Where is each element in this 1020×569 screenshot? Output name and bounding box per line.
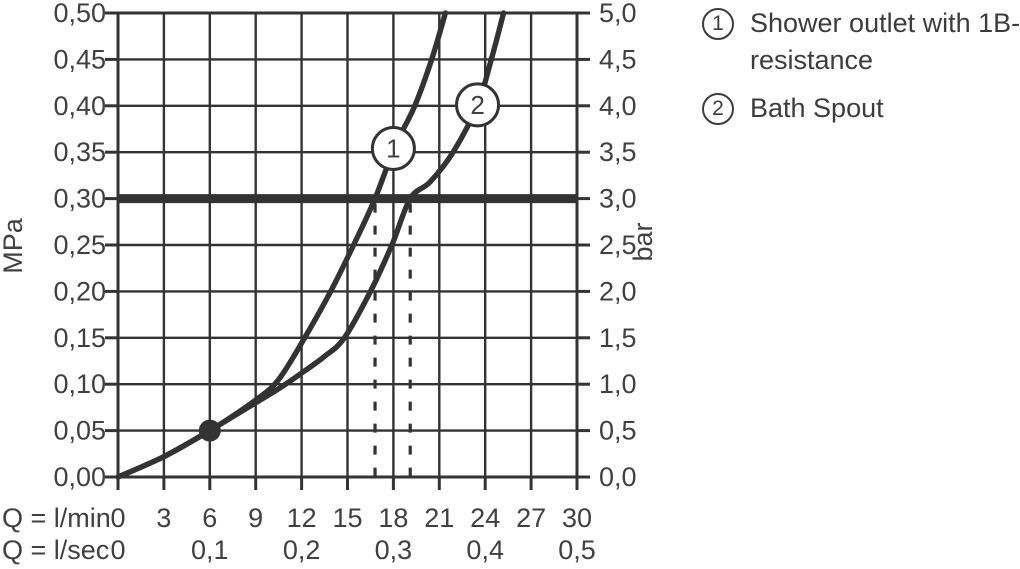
legend-label-shower-outlet: Shower outlet with 1B- resistance	[750, 5, 1020, 79]
left-tick-label: 0,10	[53, 369, 106, 399]
right-tick-label: 3,5	[599, 137, 637, 167]
lmin-tick-label: 0	[110, 503, 125, 533]
x-axis-label-lsec: Q = l/sec	[2, 535, 109, 565]
lmin-tick-label: 9	[248, 503, 263, 533]
lmin-tick-label: 30	[562, 503, 592, 533]
left-tick-label: 0,40	[53, 91, 106, 121]
lsec-tick-label: 0,5	[558, 535, 596, 565]
curve-marker-number-2: 2	[470, 90, 484, 120]
right-tick-label: 5,0	[599, 0, 637, 28]
left-tick-label: 0,05	[53, 416, 106, 446]
lmin-tick-label: 21	[424, 503, 454, 533]
left-tick-label: 0,20	[53, 276, 106, 306]
left-tick-label: 0,25	[53, 230, 106, 260]
lsec-tick-label: 0,1	[191, 535, 229, 565]
lmin-tick-label: 15	[332, 503, 362, 533]
left-tick-label: 0,30	[53, 184, 106, 214]
x-axis-label-lmin: Q = l/min	[2, 503, 111, 533]
right-tick-label: 2,0	[599, 276, 637, 306]
lmin-tick-label: 12	[287, 503, 317, 533]
y-axis-label-mpa: MPa	[0, 217, 28, 274]
circled-1-icon: 1	[702, 8, 734, 40]
lmin-tick-label: 6	[202, 503, 217, 533]
right-tick-label: 4,0	[599, 91, 637, 121]
lsec-tick-label: 0,2	[283, 535, 321, 565]
left-tick-label: 0,00	[53, 462, 106, 492]
right-tick-label: 4,5	[599, 44, 637, 74]
legend-label-bath-spout: Bath Spout	[750, 90, 884, 127]
curve-marker-circle-1	[370, 125, 416, 171]
circled-2-icon: 2	[702, 93, 734, 125]
left-tick-label: 0,50	[53, 0, 106, 28]
right-tick-label: 1,0	[599, 369, 637, 399]
lmin-tick-label: 27	[516, 503, 546, 533]
curve-bath-spout	[115, 10, 507, 480]
right-tick-label: 0,5	[599, 416, 637, 446]
right-tick-label: 3,0	[599, 184, 637, 214]
legend-label-line: Shower outlet with 1B-	[750, 8, 1020, 38]
lsec-tick-label: 0,4	[466, 535, 504, 565]
left-tick-label: 0,35	[53, 137, 106, 167]
left-tick-label: 0,45	[53, 44, 106, 74]
y-axis-label-bar: bar	[628, 222, 658, 261]
chart-legend: 1 Shower outlet with 1B- resistance 2 Ba…	[702, 5, 1020, 138]
lmin-tick-label: 18	[378, 503, 408, 533]
lsec-tick-label: 0	[110, 535, 125, 565]
curve-marker-circle-2	[455, 82, 501, 128]
legend-item-shower-outlet: 1 Shower outlet with 1B- resistance	[702, 5, 1020, 79]
legend-label-line: Bath Spout	[750, 93, 884, 123]
left-tick-label: 0,15	[53, 323, 106, 353]
lmin-tick-label: 24	[470, 503, 500, 533]
lmin-tick-label: 3	[156, 503, 171, 533]
right-tick-label: 0,0	[599, 462, 637, 492]
lsec-tick-label: 0,3	[375, 535, 413, 565]
curve-marker-number-1: 1	[386, 133, 400, 163]
right-tick-label: 1,5	[599, 323, 637, 353]
right-tick-label: 2,5	[599, 230, 637, 260]
curve-dot-marker	[198, 419, 221, 442]
legend-item-bath-spout: 2 Bath Spout	[702, 90, 1020, 127]
legend-label-line: resistance	[750, 45, 874, 75]
